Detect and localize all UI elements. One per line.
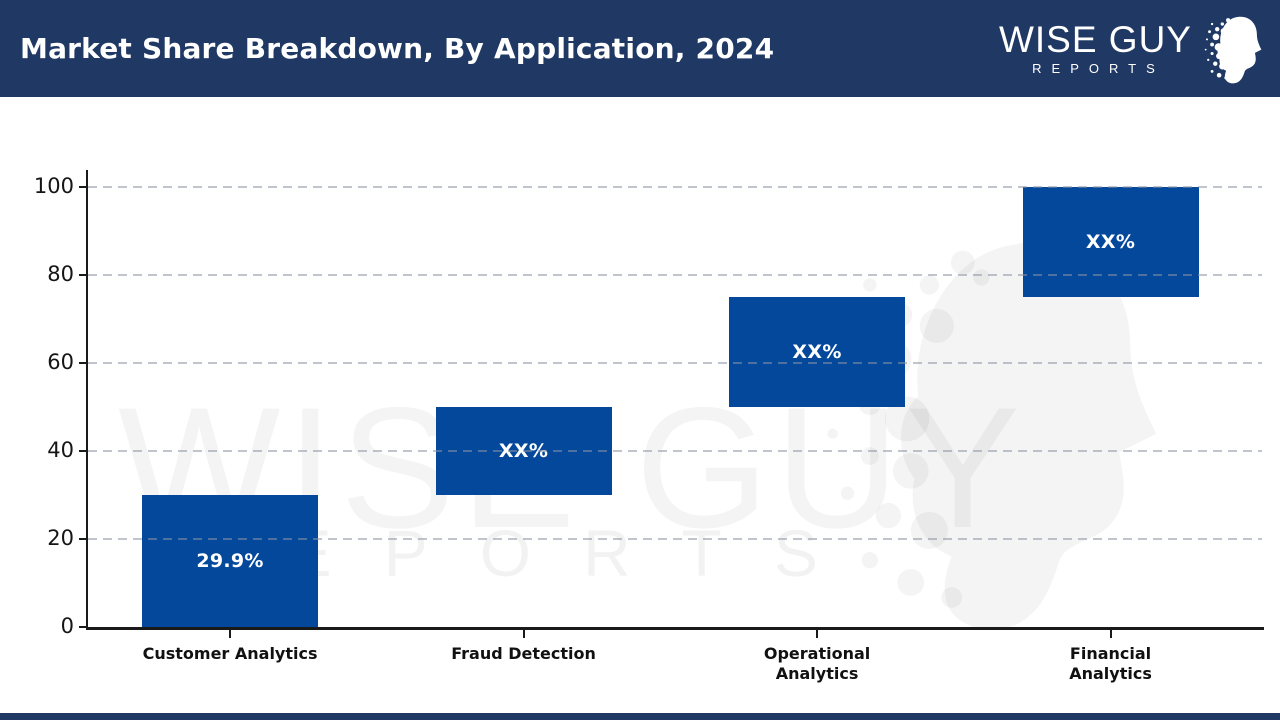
y-axis-tick-label: 100 (33, 174, 74, 198)
brand-logo: WISE GUY REPORTS (999, 8, 1262, 90)
bar-value-label: XX% (1085, 230, 1136, 253)
y-axis-tick (79, 362, 86, 364)
x-axis-line (86, 627, 1264, 630)
gridline (88, 538, 1262, 540)
plot-area: 0 20 40 60 80 100 29.9% Customer Analytics XX% Fr… (34, 170, 1264, 683)
y-axis-tick-label: 40 (47, 438, 74, 462)
gridline (88, 450, 1262, 452)
footer-bar (0, 713, 1280, 720)
waterfall-bar: 29.9% (142, 495, 319, 627)
x-axis-category-label: Financial Analytics (991, 644, 1231, 684)
bar-value-label: 29.9% (196, 550, 264, 573)
logo-subtitle: REPORTS (1032, 61, 1165, 77)
x-axis-tick (1109, 630, 1112, 638)
y-axis-tick (79, 274, 86, 276)
x-axis-category-label-line: Operational (763, 644, 871, 663)
y-axis-tick-label: 0 (60, 614, 74, 638)
x-axis-category-label-line: Customer Analytics (142, 644, 318, 663)
gridline (88, 274, 1262, 276)
x-axis-category-label-line: Analytics (1069, 664, 1152, 683)
gridline (88, 362, 1262, 364)
waterfall-bar: XX% (1022, 187, 1199, 297)
x-axis-category-label-line: Analytics (775, 664, 859, 683)
y-axis-tick-label: 80 (47, 262, 74, 286)
x-axis-category-label: Operational Analytics (697, 644, 937, 684)
x-axis-category-label: Customer Analytics (110, 644, 350, 664)
x-axis-category-label-line: Financial (1069, 644, 1152, 663)
y-axis-tick-label: 60 (47, 350, 74, 374)
y-axis-line (86, 170, 88, 629)
x-axis-tick (522, 630, 525, 638)
page-title: Market Share Breakdown, By Application, … (20, 32, 775, 65)
logo-text: WISE GUY REPORTS (998, 18, 1192, 77)
bar-value-label: XX% (792, 340, 842, 363)
header: Market Share Breakdown, By Application, … (0, 0, 1280, 97)
x-axis-tick (816, 630, 819, 638)
y-axis-tick-label: 20 (47, 526, 74, 550)
x-axis-tick (229, 630, 232, 638)
logo-wordmark: WISE GUY (998, 18, 1192, 60)
y-axis-tick (79, 626, 86, 628)
logo-face-icon (1204, 16, 1262, 83)
y-axis-tick (79, 538, 86, 540)
x-axis-category-label: Fraud Detection (404, 644, 644, 664)
x-axis-category-label-line: Fraud Detection (451, 644, 596, 663)
gridline (88, 186, 1262, 188)
y-axis-tick (79, 450, 86, 452)
chart: WISE GUY REPORTS 02040608010029.9%Custom… (0, 97, 1280, 713)
y-axis-tick (79, 186, 86, 188)
waterfall-bar: XX% (729, 296, 906, 408)
